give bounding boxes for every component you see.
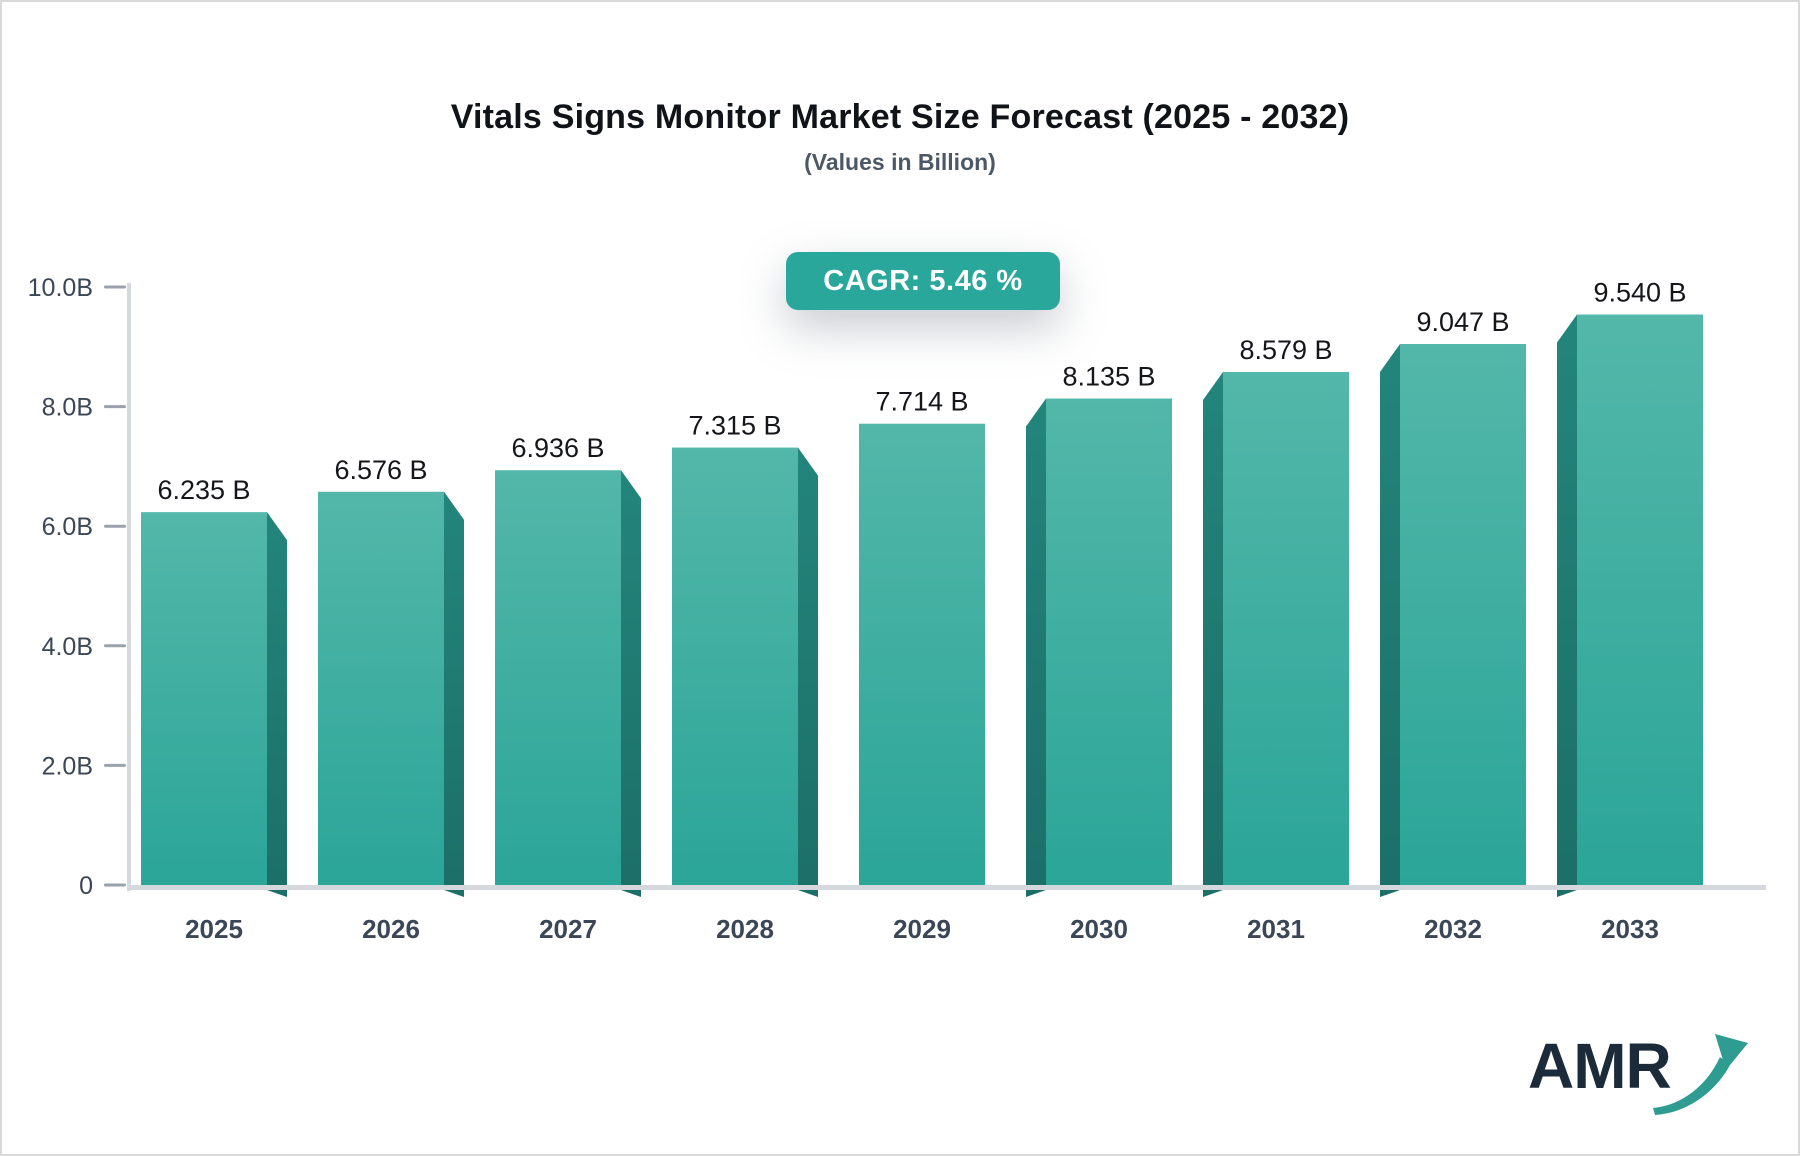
x-axis-label: 2025 (185, 914, 243, 944)
x-axis-label: 2028 (716, 914, 774, 944)
bar-front-face (1046, 398, 1172, 890)
chart-title: Vitals Signs Monitor Market Size Forecas… (450, 98, 1350, 136)
bar-value-label: 9.047 B (1416, 307, 1509, 337)
x-axis-label: 2026 (362, 914, 420, 944)
y-axis-label: 8.0B (42, 394, 93, 422)
x-axis-line (127, 885, 1766, 890)
y-axis-line (127, 283, 131, 891)
amr-logo: AMR (1528, 1030, 1751, 1120)
y-axis-label: 6.0B (42, 513, 93, 541)
bar-value-label: 6.235 B (157, 475, 250, 505)
bar-front-face (859, 423, 985, 890)
bar-2032: 9.047 B (1380, 307, 1526, 898)
y-axis-tick (104, 644, 126, 648)
bar-front-face (141, 512, 267, 890)
bar-value-label: 6.576 B (334, 455, 427, 485)
bar-2033: 9.540 B (1557, 278, 1703, 897)
y-axis-label: 4.0B (42, 633, 93, 661)
bar-side-face (444, 491, 464, 897)
bar-2029: 7.714 B (859, 387, 985, 890)
bar-side-face (1203, 371, 1223, 897)
bar-side-face (798, 447, 818, 897)
bar-front-face (495, 470, 621, 890)
bar-2026: 6.576 B (318, 455, 464, 897)
y-axis-tick (104, 405, 126, 409)
y-axis-tick (104, 524, 126, 528)
bar-2028: 7.315 B (672, 411, 818, 897)
growth-arrow-icon (1652, 1034, 1748, 1115)
bar-value-label: 8.579 B (1239, 335, 1332, 365)
y-axis-tick (104, 285, 126, 289)
bar-side-face (1380, 343, 1400, 898)
x-axis-label: 2029 (893, 914, 951, 944)
bar-2027: 6.936 B (495, 433, 641, 897)
bar-2031: 8.579 B (1203, 335, 1349, 897)
bar-side-face (621, 470, 641, 897)
y-axis-label: 2.0B (42, 752, 93, 780)
x-axis-label: 2031 (1247, 914, 1305, 944)
bar-side-face (1026, 398, 1046, 897)
bar-side-face (1557, 314, 1577, 897)
bar-front-face (1223, 371, 1349, 890)
bar-side-face (267, 512, 287, 897)
bar-value-label: 8.135 B (1062, 362, 1155, 392)
y-axis-tick (104, 883, 126, 887)
cagr-badge-label: CAGR: 5.46 % (823, 264, 1023, 297)
y-axis-tick (104, 763, 126, 767)
bar-front-face (318, 491, 444, 890)
bar-value-label: 9.540 B (1593, 278, 1686, 308)
chart-subtitle: (Values in Billion) (804, 149, 996, 175)
bar-front-face (672, 447, 798, 890)
y-axis-label: 0 (79, 872, 93, 900)
y-axis-label: 10.0B (28, 274, 93, 302)
x-axis-label: 2033 (1601, 914, 1659, 944)
bar-value-label: 7.315 B (688, 411, 781, 441)
bar-front-face (1577, 314, 1703, 890)
amr-logo-text: AMR (1528, 1030, 1672, 1102)
x-axis-label: 2027 (539, 914, 597, 944)
x-axis-label: 2032 (1424, 914, 1482, 944)
x-axis-label: 2030 (1070, 914, 1128, 944)
bar-value-label: 7.714 B (875, 387, 968, 417)
bar-2030: 8.135 B (1026, 362, 1172, 897)
cagr-badge: CAGR: 5.46 % (786, 252, 1060, 310)
bar-front-face (1400, 343, 1526, 891)
bar-2025: 6.235 B (141, 475, 287, 897)
bar-value-label: 6.936 B (511, 433, 604, 463)
